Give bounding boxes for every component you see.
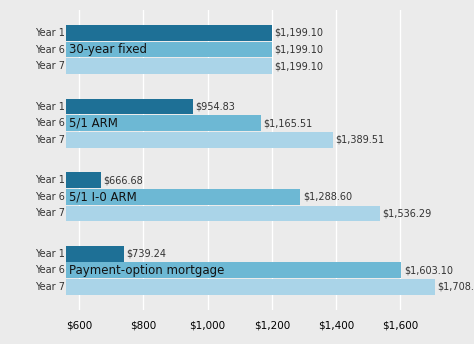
Text: Year 7: Year 7 xyxy=(35,61,65,71)
Text: $739.24: $739.24 xyxy=(127,249,166,259)
Text: 30-year fixed: 30-year fixed xyxy=(69,43,147,56)
Text: $1,165.51: $1,165.51 xyxy=(264,118,313,128)
Bar xyxy=(66,262,401,278)
Text: $954.83: $954.83 xyxy=(196,101,236,111)
Text: Year 7: Year 7 xyxy=(35,282,65,292)
Bar xyxy=(66,115,261,131)
Text: $1,199.10: $1,199.10 xyxy=(274,28,323,38)
Text: $666.68: $666.68 xyxy=(103,175,143,185)
Text: $1,199.10: $1,199.10 xyxy=(274,61,323,71)
Bar xyxy=(66,279,435,295)
Text: 5/1 ARM: 5/1 ARM xyxy=(69,117,118,130)
Text: 5/1 I-0 ARM: 5/1 I-0 ARM xyxy=(69,190,137,203)
Bar xyxy=(66,205,380,221)
Text: Year 1: Year 1 xyxy=(35,249,65,259)
Text: Year 6: Year 6 xyxy=(35,45,65,55)
Text: $1,199.10: $1,199.10 xyxy=(274,45,323,55)
Bar xyxy=(66,172,100,188)
Text: $1,708.22: $1,708.22 xyxy=(438,282,474,292)
Bar xyxy=(66,246,124,261)
Text: Year 7: Year 7 xyxy=(35,208,65,218)
Text: Year 6: Year 6 xyxy=(35,265,65,275)
Bar xyxy=(66,42,272,57)
Text: Payment-option mortgage: Payment-option mortgage xyxy=(69,264,224,277)
Text: Year 6: Year 6 xyxy=(35,118,65,128)
Bar xyxy=(66,25,272,41)
Bar xyxy=(66,99,193,115)
Text: $1,389.51: $1,389.51 xyxy=(335,135,384,145)
Text: Year 1: Year 1 xyxy=(35,28,65,38)
Text: Year 7: Year 7 xyxy=(35,135,65,145)
Bar xyxy=(66,189,301,205)
Text: Year 6: Year 6 xyxy=(35,192,65,202)
Text: Year 1: Year 1 xyxy=(35,175,65,185)
Text: $1,536.29: $1,536.29 xyxy=(383,208,432,218)
Bar xyxy=(66,132,333,148)
Text: Year 1: Year 1 xyxy=(35,101,65,111)
Bar xyxy=(66,58,272,74)
Text: $1,288.60: $1,288.60 xyxy=(303,192,352,202)
Text: $1,603.10: $1,603.10 xyxy=(404,265,453,275)
